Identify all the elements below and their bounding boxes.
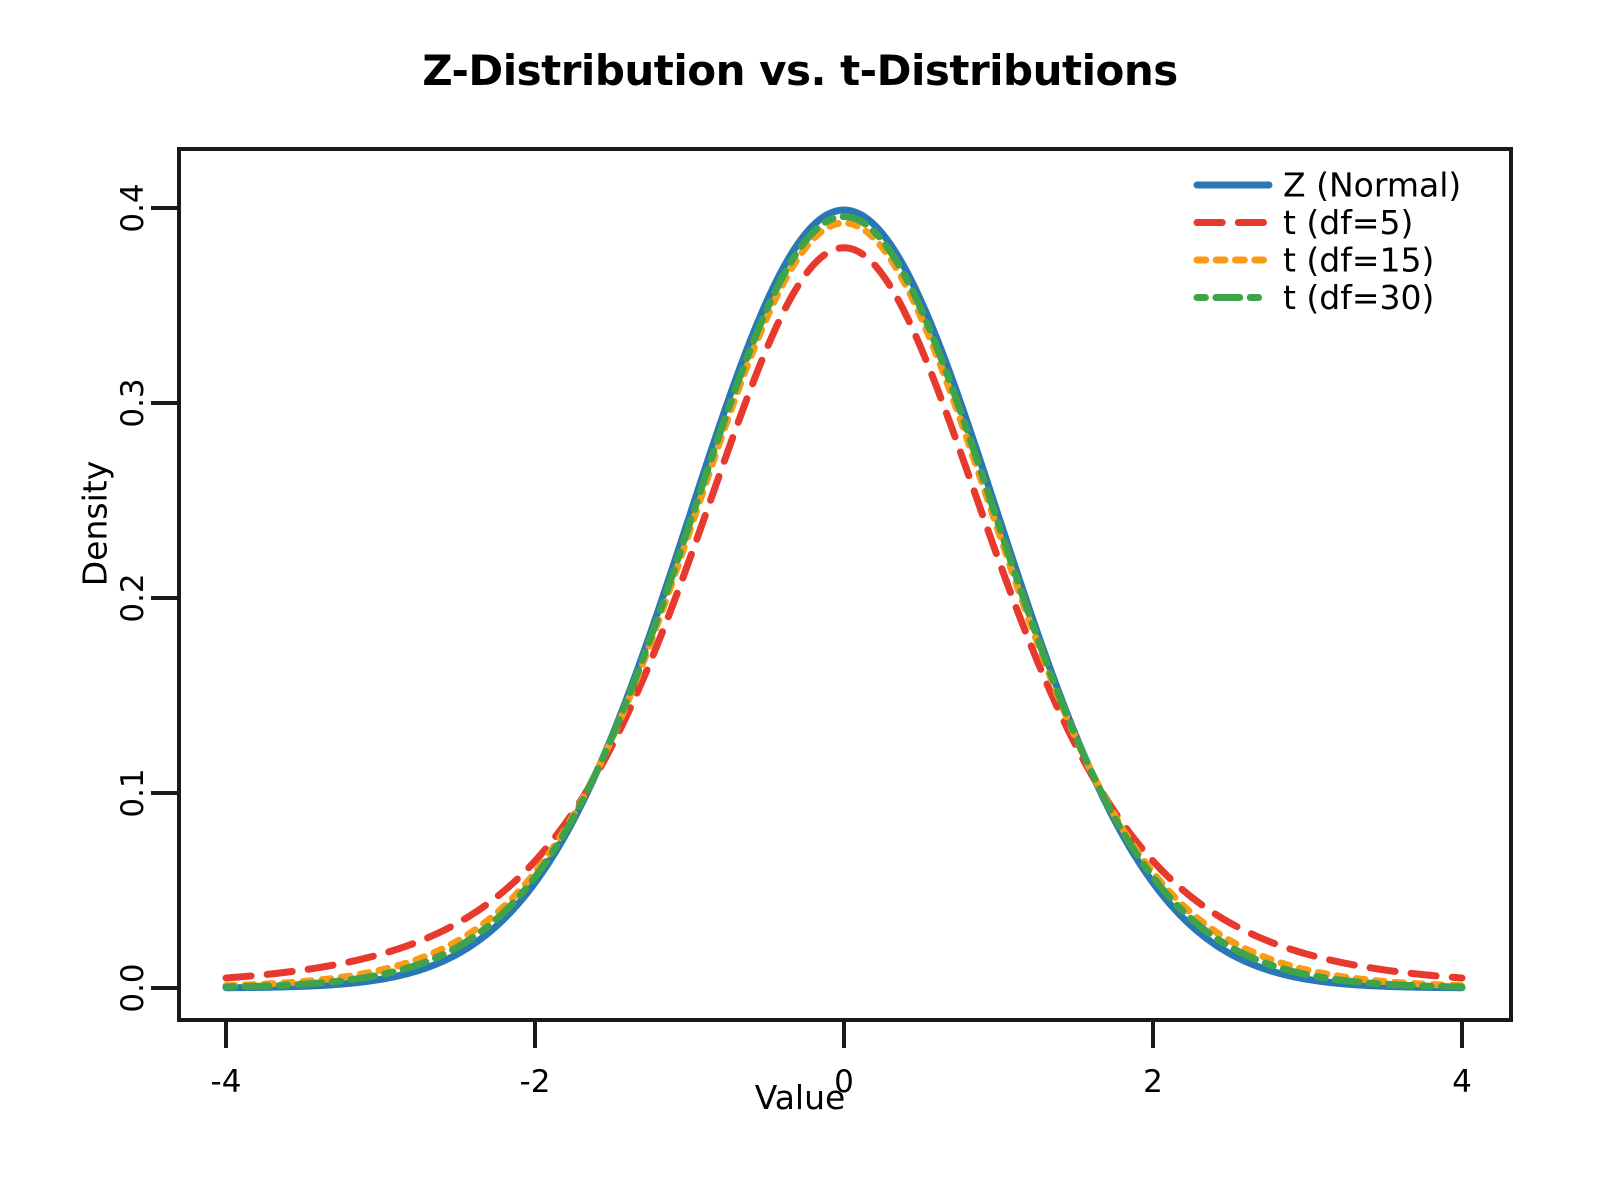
x-axis-label: Value <box>754 1078 846 1117</box>
y-tick-label: 0.1 <box>115 768 151 817</box>
chart-title: Z-Distribution vs. t-Distributions <box>422 46 1178 95</box>
y-tick-label: 0.0 <box>115 963 151 1012</box>
x-tick-label: -4 <box>211 1064 242 1100</box>
y-axis-ticks: 0.0 0.1 0.2 0.3 0.4 <box>115 183 179 1013</box>
y-tick-label: 0.4 <box>115 183 151 232</box>
legend-label-z: Z (Normal) <box>1283 166 1461 205</box>
legend-label-t15: t (df=15) <box>1283 241 1434 280</box>
x-axis-ticks: -4 -2 0 2 4 <box>211 1020 1472 1100</box>
series-line-t15 <box>222 219 1466 990</box>
x-tick-label: 4 <box>1452 1064 1472 1100</box>
chart-legend: Z (Normal)t (df=5)t (df=15)t (df=30) <box>1193 166 1461 317</box>
series-line-t5 <box>222 244 1466 982</box>
legend-label-t5: t (df=5) <box>1283 203 1413 242</box>
y-tick-label: 0.3 <box>115 378 151 427</box>
x-tick-label: -2 <box>520 1064 551 1100</box>
series-line-t30 <box>222 213 1466 991</box>
series-line-z <box>222 206 1466 992</box>
data-series-group <box>222 206 1466 992</box>
x-tick-label: 0 <box>834 1064 854 1100</box>
legend-label-t30: t (df=30) <box>1283 278 1434 317</box>
x-tick-label: 2 <box>1143 1064 1163 1100</box>
y-tick-label: 0.2 <box>115 573 151 622</box>
